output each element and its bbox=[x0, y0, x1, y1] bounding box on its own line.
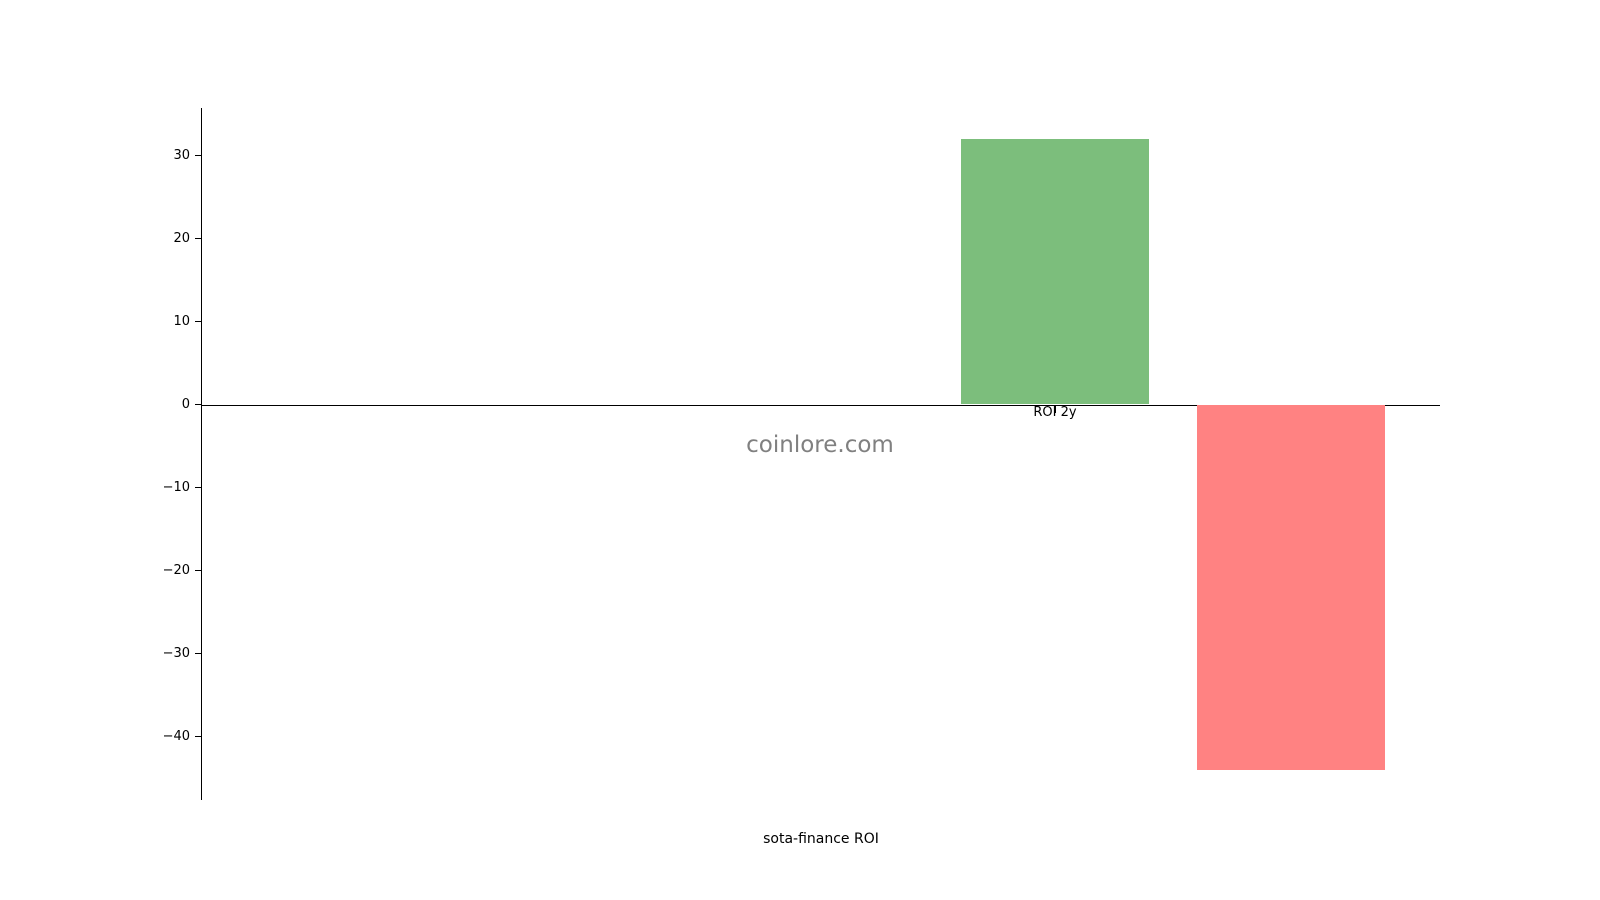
y-tick-mark bbox=[195, 321, 201, 322]
y-tick-label: −10 bbox=[162, 480, 190, 495]
chart-xlabel: sota-finance ROI bbox=[763, 831, 879, 847]
watermark-text: coinlore.com bbox=[746, 432, 894, 458]
y-tick-mark bbox=[195, 487, 201, 488]
y-tick-label: −30 bbox=[162, 646, 190, 661]
y-tick-label: −40 bbox=[162, 729, 190, 744]
bar-unlabeled-2 bbox=[1196, 405, 1385, 771]
y-tick-mark bbox=[195, 736, 201, 737]
y-tick-mark bbox=[195, 570, 201, 571]
x-category-label: ROI 2y bbox=[1033, 405, 1077, 420]
bar-roi-2y bbox=[961, 138, 1149, 405]
y-tick-mark bbox=[195, 155, 201, 156]
y-tick-label: −20 bbox=[162, 563, 190, 578]
y-tick-label: 10 bbox=[173, 314, 190, 329]
y-tick-mark bbox=[195, 238, 201, 239]
x-axis-zero-line bbox=[201, 405, 1440, 406]
y-tick-label: 20 bbox=[173, 231, 190, 246]
y-axis-line bbox=[201, 108, 202, 800]
y-tick-mark bbox=[195, 404, 201, 405]
y-tick-label: 30 bbox=[173, 148, 190, 163]
y-tick-label: 0 bbox=[181, 397, 190, 412]
x-axis-tick bbox=[1055, 405, 1056, 413]
y-tick-mark bbox=[195, 653, 201, 654]
